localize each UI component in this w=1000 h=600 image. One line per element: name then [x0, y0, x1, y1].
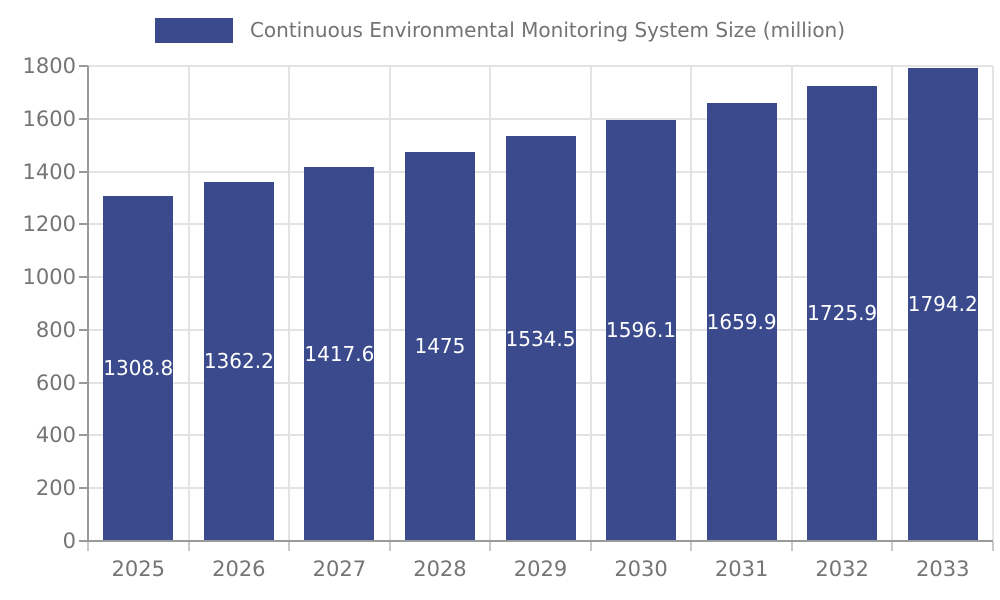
bar-2027[interactable]	[304, 166, 375, 541]
bar-2025[interactable]	[103, 195, 174, 541]
bar-2033[interactable]	[907, 67, 978, 541]
x-axis-tick	[87, 542, 89, 551]
x-axis-line	[88, 540, 993, 542]
x-axis-tick	[187, 542, 190, 551]
x-axis-label-2033: 2033	[915, 557, 970, 581]
x-axis-tick	[589, 542, 592, 551]
bar-value-label: 1362.2	[203, 349, 274, 374]
y-axis-tick	[79, 276, 88, 279]
x-axis-tick	[288, 542, 291, 551]
bar-value-label: 1659.9	[706, 309, 777, 334]
y-axis-label: 600	[35, 370, 76, 395]
bar-2032[interactable]	[807, 85, 878, 541]
grid-line-vertical	[891, 66, 894, 541]
x-axis-label-2028: 2028	[413, 557, 467, 581]
x-axis-label-2026: 2026	[212, 557, 266, 581]
bar-value-label: 1534.5	[505, 326, 576, 351]
grid-line-vertical	[690, 66, 693, 541]
bar-value-label: 1596.1	[606, 318, 677, 343]
x-axis-tick	[891, 542, 894, 551]
y-axis-label: 1800	[22, 54, 76, 78]
x-axis-label-2027: 2027	[312, 557, 367, 581]
y-axis-label: 0	[62, 529, 76, 553]
y-axis-tick	[79, 487, 88, 490]
y-axis-label: 1600	[22, 106, 76, 131]
y-axis-tick	[79, 540, 88, 542]
x-axis-tick	[992, 542, 994, 551]
legend-swatch	[154, 17, 233, 43]
y-axis-label: 200	[35, 476, 76, 501]
y-axis-tick	[79, 223, 88, 226]
grid-line-vertical	[187, 66, 190, 541]
bar-2026[interactable]	[203, 181, 274, 541]
x-axis-tick	[690, 542, 693, 551]
y-axis-label: 1000	[22, 265, 76, 290]
grid-line-vertical	[288, 66, 291, 541]
x-axis-tick	[388, 542, 391, 551]
bar-value-label: 1417.6	[304, 341, 375, 366]
bar-value-label: 1725.9	[807, 301, 878, 326]
x-axis-tick	[489, 542, 492, 551]
x-axis-label-2029: 2029	[513, 557, 568, 581]
grid-line-horizontal	[88, 117, 993, 120]
x-axis-tick	[790, 542, 793, 551]
y-axis-tick	[79, 328, 88, 331]
y-axis-label: 800	[35, 317, 76, 342]
x-axis-label-2030: 2030	[614, 557, 668, 581]
legend-label: Continuous Environmental Monitoring Syst…	[249, 18, 846, 42]
y-axis-tick	[79, 381, 88, 384]
grid-line-vertical	[388, 66, 391, 541]
bar-2028[interactable]	[404, 151, 475, 541]
bar-2029[interactable]	[505, 136, 576, 541]
y-axis-tick	[79, 170, 88, 173]
y-axis-tick	[79, 434, 88, 437]
y-axis-tick	[79, 117, 88, 120]
x-axis-label-2031: 2031	[714, 557, 769, 581]
y-axis-label: 1400	[22, 159, 76, 184]
grid-line-vertical	[992, 66, 994, 541]
y-axis-label: 1200	[22, 212, 76, 237]
bar-2030[interactable]	[606, 119, 677, 541]
x-axis-label-2025: 2025	[111, 557, 165, 581]
grid-line-vertical	[489, 66, 492, 541]
bar-2031[interactable]	[706, 102, 777, 541]
grid-line-vertical	[790, 66, 793, 541]
bar-value-label: 1475	[414, 334, 466, 359]
bar-value-label: 1794.2	[907, 292, 978, 317]
bar-value-label: 1308.8	[103, 356, 174, 381]
y-axis-tick	[79, 65, 88, 67]
y-axis-label: 400	[35, 423, 76, 448]
y-axis-line	[87, 66, 89, 541]
legend[interactable]: Continuous Environmental Monitoring Syst…	[0, 12, 1000, 48]
grid-line-horizontal	[88, 65, 993, 67]
grid-line-vertical	[589, 66, 592, 541]
x-axis-label-2032: 2032	[815, 557, 869, 581]
